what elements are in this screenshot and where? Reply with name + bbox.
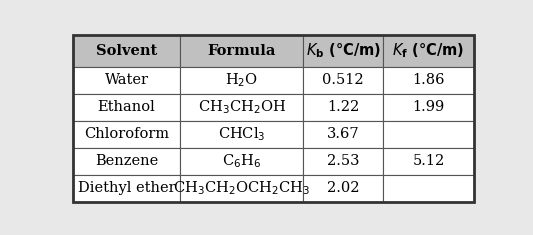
- Text: Formula: Formula: [207, 44, 276, 58]
- Bar: [73, 94, 180, 121]
- Bar: [303, 148, 383, 175]
- Bar: [383, 148, 473, 175]
- Text: Ethanol: Ethanol: [98, 100, 156, 114]
- Text: Solvent: Solvent: [96, 44, 157, 58]
- Text: CH$_3$CH$_2$OCH$_2$CH$_3$: CH$_3$CH$_2$OCH$_2$CH$_3$: [173, 180, 310, 197]
- Bar: [73, 67, 180, 94]
- Text: 0.512: 0.512: [322, 73, 364, 87]
- Text: Chloroform: Chloroform: [84, 127, 169, 141]
- Bar: [303, 67, 383, 94]
- Text: 2.02: 2.02: [327, 181, 360, 196]
- Text: 1.86: 1.86: [412, 73, 445, 87]
- Text: 3.67: 3.67: [327, 127, 360, 141]
- Bar: [303, 175, 383, 202]
- Bar: [73, 148, 180, 175]
- Text: $\bf{\mathit{K}_f}$ $\bf{(°C/m)}$: $\bf{\mathit{K}_f}$ $\bf{(°C/m)}$: [392, 41, 465, 60]
- Bar: [383, 67, 473, 94]
- Text: 1.99: 1.99: [413, 100, 445, 114]
- Text: $\bf{\mathit{K}_b}$ $\bf{(°C/m)}$: $\bf{\mathit{K}_b}$ $\bf{(°C/m)}$: [306, 41, 381, 60]
- Bar: [73, 175, 180, 202]
- Text: 1.22: 1.22: [327, 100, 359, 114]
- Bar: [383, 121, 473, 148]
- Bar: [73, 121, 180, 148]
- Text: Water: Water: [104, 73, 149, 87]
- Bar: [180, 121, 303, 148]
- Bar: [383, 94, 473, 121]
- Bar: [303, 35, 383, 67]
- Bar: [180, 148, 303, 175]
- Bar: [180, 94, 303, 121]
- Text: 2.53: 2.53: [327, 154, 360, 168]
- Text: Benzene: Benzene: [95, 154, 158, 168]
- Bar: [180, 35, 303, 67]
- Text: H$_2$O: H$_2$O: [225, 72, 259, 89]
- Bar: [180, 175, 303, 202]
- Bar: [303, 121, 383, 148]
- Text: 5.12: 5.12: [413, 154, 445, 168]
- Text: Diethyl ether: Diethyl ether: [78, 181, 175, 196]
- Text: C$_6$H$_6$: C$_6$H$_6$: [222, 153, 261, 170]
- Text: CH$_3$CH$_2$OH: CH$_3$CH$_2$OH: [198, 98, 286, 116]
- Bar: [383, 175, 473, 202]
- Bar: [180, 67, 303, 94]
- Bar: [73, 35, 180, 67]
- Text: CHCl$_3$: CHCl$_3$: [218, 125, 265, 143]
- Bar: [383, 35, 473, 67]
- Bar: [303, 94, 383, 121]
